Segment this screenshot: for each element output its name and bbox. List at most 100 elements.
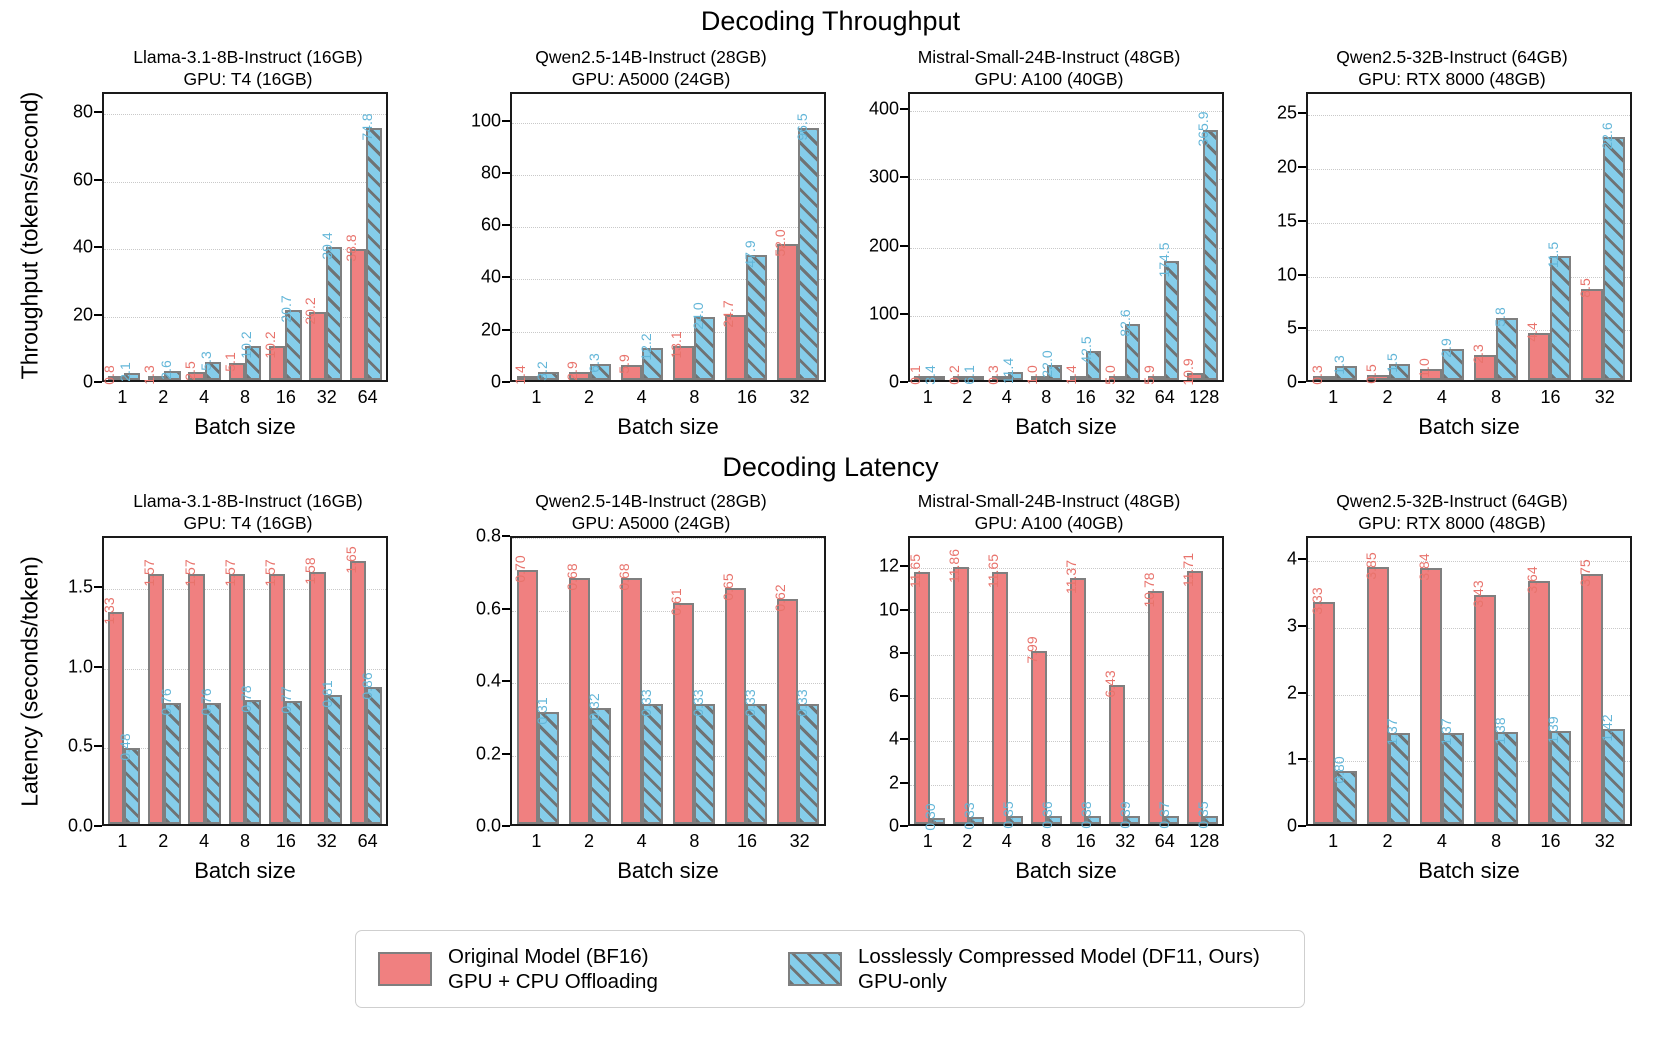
bar-group: 10.9 365.9: [1180, 94, 1222, 385]
panel-title: Qwen2.5-32B-Instruct (64GB) GPU: RTX 800…: [1336, 47, 1568, 89]
bar-bf16: 3.75: [1577, 559, 1604, 824]
bar-value-label: 0.80: [1330, 756, 1347, 784]
x-tick-label: 8: [1041, 831, 1052, 851]
bar-group: 24.7 47.9: [720, 94, 772, 380]
bar-bf16: 52.0: [772, 230, 798, 380]
legend-item-df11: Losslessly Compressed Model (DF11, Ours)…: [788, 944, 1288, 994]
x-axis: 1 2 4 8 16 32 64: [102, 826, 388, 852]
bar-group: 3.75 1.42: [1576, 538, 1630, 824]
y-tick-mark: [502, 825, 510, 827]
y-tick-mark: [1298, 166, 1306, 169]
bar-value-label: 0.77: [278, 686, 295, 714]
gridline: [512, 755, 824, 757]
y-tick-mark: [94, 585, 102, 588]
bar-value-label: 3.75: [1577, 559, 1594, 587]
panel-title: Qwen2.5-14B-Instruct (28GB) GPU: A5000 (…: [535, 491, 767, 533]
y-tick-mark: [94, 825, 102, 827]
bar-value-label: 11.71: [1179, 552, 1196, 587]
bar-value-label: 1.3: [1330, 355, 1347, 375]
x-axis: 1 2 4 8 16 32: [1306, 826, 1632, 852]
bar-value-label: 0.33: [689, 689, 706, 717]
bar-value-label: 10.2: [238, 330, 255, 359]
bar-df11: 5.3: [198, 351, 222, 380]
y-tick-label: 0.5: [67, 735, 93, 756]
y-tick-label: 400: [868, 98, 899, 119]
x-tick-label: 32: [789, 387, 810, 407]
bar-value-label: 3.84: [1416, 553, 1433, 581]
bar-bf16: 0.8: [101, 365, 125, 385]
bar-group: 0.5 1.5: [1362, 94, 1416, 383]
bar-bf16: 1.0: [1024, 365, 1047, 385]
x-axis: 1 2 4 8 16 32: [1306, 382, 1632, 408]
y-tick-label: 0.8: [475, 525, 501, 546]
y-tick-mark: [502, 224, 510, 227]
bar-value-label: 10.2: [262, 330, 279, 359]
y-tick-mark: [1298, 758, 1306, 761]
x-axis: 1 2 4 8 16 32 64 128: [908, 382, 1224, 408]
bar-group: 3.43 1.38: [1469, 538, 1523, 824]
gridline: [1308, 276, 1630, 278]
y-tick-label: 2: [1286, 682, 1297, 703]
bar-group: 11.71 0.35: [1179, 538, 1222, 829]
panel-title: Mistral-Small-24B-Instruct (48GB) GPU: A…: [917, 491, 1181, 533]
bar-group: 0.3 1.3: [1308, 94, 1362, 385]
chart-panel-latency-qwen32b: Qwen2.5-32B-Instruct (64GB) GPU: RTX 800…: [1244, 490, 1652, 884]
x-tick-label: 16: [1075, 387, 1096, 407]
y-tick-mark: [1298, 112, 1306, 115]
bar-container: 0.70 0.31 0.68 0.32 0.68 0.33 0.61 0.33 0.65 0.33…: [512, 538, 824, 824]
bar-bf16: 3.64: [1524, 567, 1550, 824]
x-tick-label: 16: [1075, 831, 1096, 851]
bar-bf16: 0.2: [946, 365, 969, 385]
y-tick-mark: [1298, 558, 1306, 561]
bar-bf16: 0.68: [564, 563, 590, 824]
y-tick-mark: [502, 119, 510, 122]
legend: Original Model (BF16) GPU + CPU Offloadi…: [355, 930, 1305, 1008]
x-tick-label: 32: [1594, 831, 1615, 851]
y-tick-mark: [94, 246, 102, 249]
bar-value-label: 0.68: [564, 562, 581, 591]
y-tick-label: 25: [1276, 102, 1297, 123]
bar-group: 0.8 2.1: [101, 94, 144, 385]
bar-df11: 1.5: [1384, 353, 1411, 380]
bar-bf16: 5.9: [1141, 365, 1164, 385]
bar-group: 1.0 22.0: [1024, 94, 1066, 385]
bar-df11: 6.3: [586, 353, 612, 380]
x-tick-label: 16: [1540, 831, 1561, 851]
bar-value-label: 2.1: [117, 362, 134, 382]
bar-df11: 1.37: [1384, 718, 1411, 824]
gridline: [910, 698, 1222, 700]
gridline: [512, 683, 824, 684]
bar-group: 1.57 0.78: [222, 538, 265, 824]
bar-group: 4.4 11.5: [1523, 94, 1577, 380]
bar-df11: 6.1: [961, 365, 985, 385]
bar-value-label: 1.57: [181, 559, 198, 587]
bar-group: 5.1 10.2: [222, 94, 265, 380]
bar-value-label: 3.85: [1362, 552, 1379, 580]
bar-df11: 0.31: [534, 697, 560, 824]
y-tick-label: 0: [888, 815, 899, 836]
gridline: [512, 610, 824, 612]
bar-group: 0.3 11.4: [985, 94, 1027, 385]
bar-df11: 10.2: [238, 331, 262, 380]
bar-group: 11.65 0.30: [907, 538, 949, 830]
bar-bf16: 1.58: [302, 558, 326, 824]
bar-group: 1.58 0.81: [302, 538, 345, 824]
bar-df11: 1.42: [1599, 715, 1625, 824]
x-axis-label: Batch size: [1418, 858, 1520, 883]
bar-bf16: 5.0: [1102, 365, 1125, 385]
bar-df11: 0.36: [1039, 802, 1063, 829]
bar-bf16: 0.65: [720, 574, 746, 824]
y-tick-mark: [94, 111, 102, 114]
bar-df11: 2.1: [117, 362, 141, 382]
y-tick-label: 0: [82, 371, 93, 392]
x-axis-label: Batch size: [1418, 414, 1520, 439]
y-tick-label: 1: [1286, 748, 1297, 769]
y-tick-label: 40: [72, 236, 93, 257]
bar-value-label: 0.76: [197, 688, 214, 716]
x-tick-label: 2: [584, 831, 595, 851]
gridline: [104, 588, 386, 590]
gridline: [512, 122, 824, 124]
y-tick-label: 60: [72, 169, 93, 190]
gridline: [1308, 761, 1630, 763]
bar-group: 2.5 5.3: [182, 94, 225, 380]
